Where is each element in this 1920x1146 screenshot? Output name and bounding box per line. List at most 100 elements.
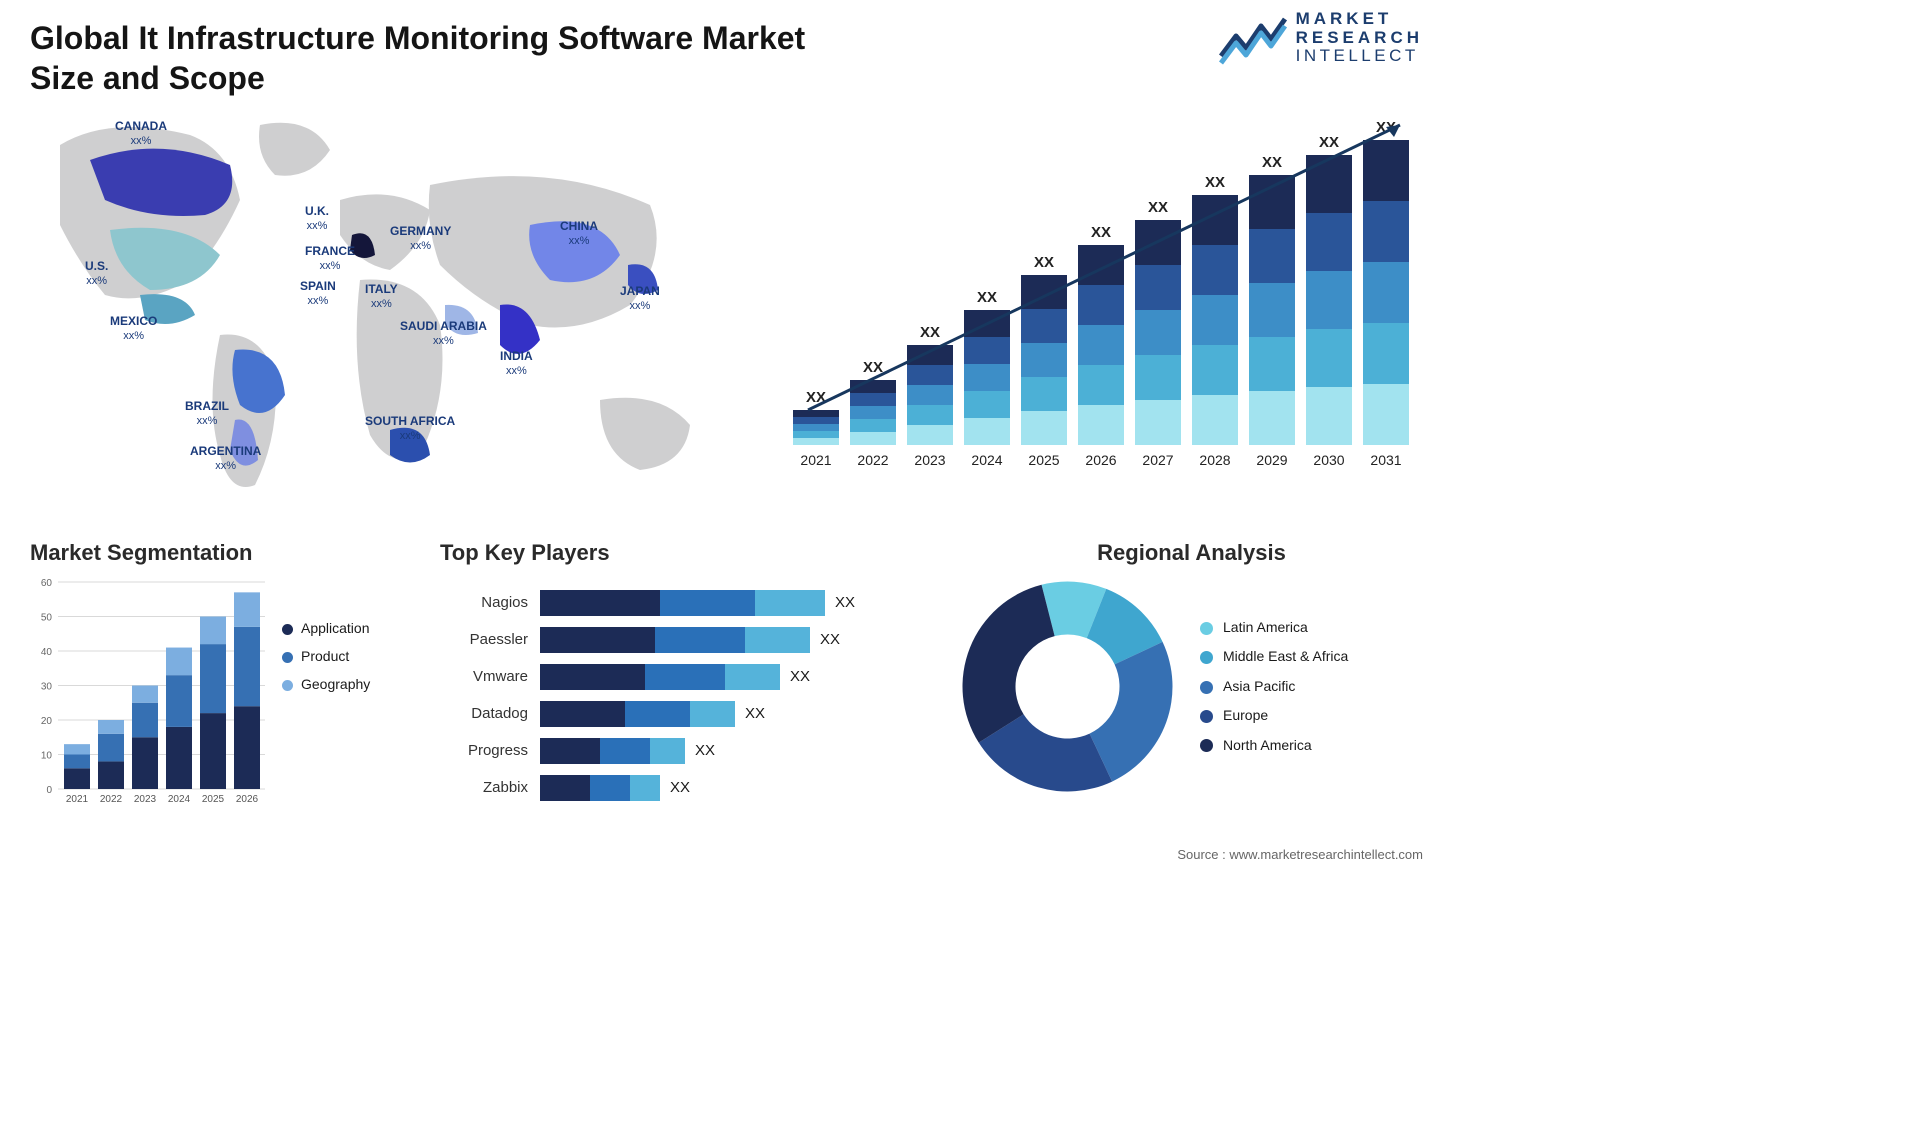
svg-text:2021: 2021 [66, 794, 89, 805]
player-row: Datadog XX [440, 695, 960, 732]
player-bar [540, 738, 685, 764]
player-name: Nagios [440, 594, 540, 611]
player-row: Vmware XX [440, 658, 960, 695]
segmentation-chart: 0 10 20 30 40 50 60 2021 2022 2023 2024 2025 2026 [30, 574, 270, 809]
svg-text:2026: 2026 [236, 794, 259, 805]
svg-text:0: 0 [46, 785, 52, 796]
player-bar [540, 664, 780, 690]
map-country-label: CANADAxx% [115, 120, 167, 148]
map-country-label: GERMANYxx% [390, 225, 451, 253]
map-country-label: U.S.xx% [85, 260, 108, 288]
svg-text:XX: XX [1034, 254, 1054, 271]
players-title: Top Key Players [440, 540, 960, 566]
player-bar [540, 701, 735, 727]
svg-text:30: 30 [41, 682, 53, 693]
svg-text:XX: XX [977, 289, 997, 306]
segmentation-legend-item: Application [282, 614, 370, 642]
svg-text:XX: XX [1091, 224, 1111, 241]
regional-legend-item: Asia Pacific [1200, 672, 1348, 701]
map-country-label: FRANCExx% [305, 245, 355, 273]
svg-text:XX: XX [1205, 174, 1225, 191]
svg-text:XX: XX [863, 359, 883, 376]
player-value: XX [825, 594, 855, 611]
player-name: Paessler [440, 631, 540, 648]
segmentation-title: Market Segmentation [30, 540, 440, 566]
svg-text:2024: 2024 [168, 794, 191, 805]
regional-legend: Latin AmericaMiddle East & AfricaAsia Pa… [1200, 613, 1348, 760]
segmentation-legend-item: Product [282, 642, 370, 670]
player-name: Zabbix [440, 779, 540, 796]
svg-text:50: 50 [41, 613, 53, 624]
players-list: NagiosXXPaesslerXXVmwareXXDatadogXXProgr… [440, 574, 960, 806]
player-value: XX [810, 631, 840, 648]
map-country-label: SPAINxx% [300, 280, 336, 308]
regional-panel: Regional Analysis Latin AmericaMiddle Ea… [960, 540, 1423, 830]
svg-text:2022: 2022 [857, 452, 888, 468]
source-attribution: Source : www.marketresearchintellect.com [1177, 847, 1423, 862]
player-name: Vmware [440, 668, 540, 685]
logo-text-3: INTELLECT [1296, 47, 1423, 66]
player-row: Progress XX [440, 732, 960, 769]
svg-text:2026: 2026 [1085, 452, 1116, 468]
regional-legend-item: Europe [1200, 701, 1348, 730]
player-value: XX [685, 742, 715, 759]
world-map: CANADAxx% U.S.xx% MEXICOxx% BRAZILxx% ARGENT… [30, 105, 730, 505]
svg-text:2025: 2025 [1028, 452, 1059, 468]
regional-legend-item: Middle East & Africa [1200, 642, 1348, 671]
player-name: Progress [440, 742, 540, 759]
svg-text:40: 40 [41, 647, 53, 658]
svg-text:2021: 2021 [800, 452, 831, 468]
regional-legend-item: North America [1200, 731, 1348, 760]
growth-bar-chart: XX 2021 XX 2022 XX 2023 XX 2024 XX 2025 XX 2026 XX 20… [783, 110, 1423, 480]
svg-text:2029: 2029 [1256, 452, 1287, 468]
svg-text:XX: XX [1262, 154, 1282, 171]
player-bar [540, 775, 660, 801]
svg-text:2023: 2023 [914, 452, 945, 468]
svg-text:2028: 2028 [1199, 452, 1230, 468]
player-name: Datadog [440, 705, 540, 722]
svg-text:2023: 2023 [134, 794, 157, 805]
player-row: Nagios XX [440, 584, 960, 621]
regional-donut-chart [960, 579, 1175, 794]
map-country-label: U.K.xx% [305, 205, 329, 233]
player-row: Paessler XX [440, 621, 960, 658]
map-country-label: ITALYxx% [365, 283, 398, 311]
segmentation-panel: Market Segmentation 0 10 20 30 40 50 60 2021 202… [30, 540, 440, 830]
svg-text:2031: 2031 [1370, 452, 1401, 468]
brand-logo: MARKET RESEARCH INTELLECT [1218, 10, 1423, 66]
svg-text:2024: 2024 [971, 452, 1002, 468]
map-country-label: MEXICOxx% [110, 315, 157, 343]
map-country-label: JAPANxx% [620, 285, 660, 313]
svg-text:2027: 2027 [1142, 452, 1173, 468]
player-value: XX [660, 779, 690, 796]
logo-text-1: MARKET [1296, 10, 1423, 29]
svg-text:XX: XX [920, 324, 940, 341]
map-country-label: CHINAxx% [560, 220, 598, 248]
regional-legend-item: Latin America [1200, 613, 1348, 642]
map-country-label: SAUDI ARABIAxx% [400, 320, 487, 348]
segmentation-legend: ApplicationProductGeography [270, 574, 370, 809]
map-country-label: SOUTH AFRICAxx% [365, 415, 455, 443]
player-value: XX [780, 668, 810, 685]
svg-text:XX: XX [1319, 134, 1339, 151]
svg-text:10: 10 [41, 751, 53, 762]
player-row: Zabbix XX [440, 769, 960, 806]
player-bar [540, 627, 810, 653]
svg-text:60: 60 [41, 578, 53, 589]
svg-text:20: 20 [41, 716, 53, 727]
segmentation-legend-item: Geography [282, 670, 370, 698]
map-country-label: BRAZILxx% [185, 400, 229, 428]
svg-text:2030: 2030 [1313, 452, 1344, 468]
svg-text:XX: XX [1148, 199, 1168, 216]
logo-mark-icon [1218, 11, 1288, 66]
map-country-label: INDIAxx% [500, 350, 533, 378]
player-value: XX [735, 705, 765, 722]
svg-text:2022: 2022 [100, 794, 123, 805]
players-panel: Top Key Players NagiosXXPaesslerXXVmware… [440, 540, 960, 830]
page-title: Global It Infrastructure Monitoring Soft… [30, 18, 810, 98]
logo-text-2: RESEARCH [1296, 29, 1423, 48]
map-country-label: ARGENTINAxx% [190, 445, 261, 473]
player-bar [540, 590, 825, 616]
regional-title: Regional Analysis [960, 540, 1423, 566]
svg-text:2025: 2025 [202, 794, 225, 805]
